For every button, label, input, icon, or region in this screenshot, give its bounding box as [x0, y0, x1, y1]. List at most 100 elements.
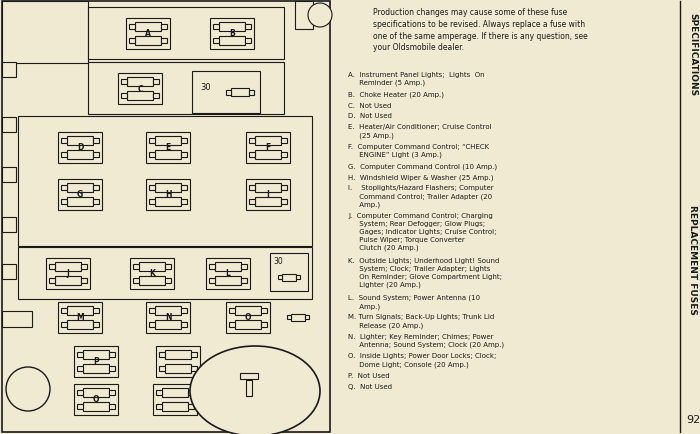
Bar — [58, 132, 102, 163]
Bar — [206, 258, 250, 289]
Bar — [2, 63, 16, 78]
Bar — [162, 388, 188, 397]
Text: B.  Choke Heater (20 Amp.): B. Choke Heater (20 Amp.) — [348, 91, 444, 98]
Bar — [155, 150, 181, 159]
Bar — [249, 90, 254, 95]
Bar — [209, 264, 215, 269]
Bar — [67, 197, 93, 206]
Text: O.  Inside Lights; Power Door Locks; Clock;
     Dome Light; Console (20 Amp.): O. Inside Lights; Power Door Locks; Cloc… — [348, 353, 496, 367]
Text: A.  Instrument Panel Lights;  Lights  On
     Reminder (5 Amp.): A. Instrument Panel Lights; Lights On Re… — [348, 72, 484, 86]
Bar — [77, 352, 83, 357]
Bar — [295, 2, 313, 30]
Bar — [2, 217, 16, 233]
Bar — [235, 306, 261, 315]
Bar — [67, 183, 93, 192]
Bar — [49, 264, 55, 269]
Bar — [2, 168, 16, 183]
Bar — [255, 183, 281, 192]
Bar — [246, 132, 290, 163]
Bar — [118, 73, 162, 104]
Bar — [149, 322, 155, 327]
Bar — [270, 253, 308, 291]
Bar — [49, 278, 55, 283]
Bar — [165, 350, 191, 358]
Bar — [192, 72, 260, 114]
Text: Production changes may cause some of these fuse
specifications to be revised. Al: Production changes may cause some of the… — [373, 8, 588, 52]
Bar — [188, 390, 194, 395]
Ellipse shape — [190, 346, 320, 434]
Bar — [181, 138, 187, 143]
Bar — [93, 199, 99, 204]
Bar — [67, 136, 93, 145]
Bar — [231, 89, 249, 97]
Bar — [93, 152, 99, 157]
Bar — [281, 152, 287, 157]
Bar — [155, 320, 181, 329]
Bar — [61, 322, 67, 327]
Text: D.  Not Used: D. Not Used — [348, 113, 392, 119]
Bar — [281, 138, 287, 143]
Bar — [156, 404, 162, 408]
Bar — [282, 274, 296, 281]
Bar — [191, 352, 197, 357]
Text: A: A — [145, 30, 151, 39]
Text: C.  Not Used: C. Not Used — [348, 102, 391, 108]
Bar — [46, 258, 90, 289]
Bar — [155, 306, 181, 315]
Bar — [126, 19, 170, 49]
Bar — [181, 152, 187, 157]
Bar — [18, 247, 312, 299]
Bar — [2, 2, 88, 64]
Bar — [255, 197, 281, 206]
Bar — [255, 150, 281, 159]
Text: E.  Heater/Air Conditioner; Cruise Control
     (25 Amp.): E. Heater/Air Conditioner; Cruise Contro… — [348, 124, 491, 138]
Text: L.  Sound System; Power Antenna (10
     Amp.): L. Sound System; Power Antenna (10 Amp.) — [348, 294, 480, 309]
Bar — [155, 197, 181, 206]
Text: M. Turn Signals; Back-Up Lights; Trunk Lid
     Release (20 Amp.): M. Turn Signals; Back-Up Lights; Trunk L… — [348, 314, 494, 328]
Text: H.  Windshield Wiper & Washer (25 Amp.): H. Windshield Wiper & Washer (25 Amp.) — [348, 174, 493, 181]
Text: Q: Q — [92, 395, 99, 404]
Bar — [129, 24, 135, 30]
Bar — [139, 276, 165, 285]
Bar — [245, 24, 251, 30]
Text: SPECIFICATIONS: SPECIFICATIONS — [689, 13, 697, 96]
Bar — [240, 373, 258, 379]
Bar — [281, 185, 287, 190]
Text: I: I — [267, 190, 270, 199]
Text: D: D — [77, 143, 83, 152]
Bar — [156, 390, 162, 395]
Bar — [81, 264, 87, 269]
Text: F.  Computer Command Control; “CHECK
     ENGINE” Light (3 Amp.): F. Computer Command Control; “CHECK ENGI… — [348, 144, 489, 158]
Text: 30: 30 — [273, 257, 283, 266]
Bar — [219, 36, 245, 46]
Bar — [241, 264, 247, 269]
Bar — [74, 346, 118, 377]
Bar — [153, 384, 197, 414]
Bar — [129, 39, 135, 43]
Bar — [81, 278, 87, 283]
Bar — [281, 199, 287, 204]
Bar — [249, 185, 255, 190]
Text: H: H — [164, 190, 172, 199]
Bar — [135, 23, 161, 31]
Bar — [246, 179, 290, 210]
Bar — [55, 262, 81, 271]
Bar — [296, 275, 300, 279]
Circle shape — [308, 4, 332, 28]
Bar — [133, 264, 139, 269]
Text: K.  Outside Lights; Underhood Light! Sound
     System; Clock; Trailer Adapter; : K. Outside Lights; Underhood Light! Soun… — [348, 258, 502, 288]
Bar — [261, 308, 267, 313]
Bar — [161, 24, 167, 30]
Text: G: G — [77, 190, 83, 199]
Bar — [305, 315, 309, 319]
Bar — [181, 199, 187, 204]
Bar — [67, 150, 93, 159]
Bar — [83, 350, 109, 358]
Bar — [215, 262, 241, 271]
Bar — [229, 322, 235, 327]
Bar — [88, 8, 284, 60]
Bar — [58, 302, 102, 333]
Bar — [249, 138, 255, 143]
Circle shape — [6, 367, 50, 411]
Bar — [162, 401, 188, 411]
